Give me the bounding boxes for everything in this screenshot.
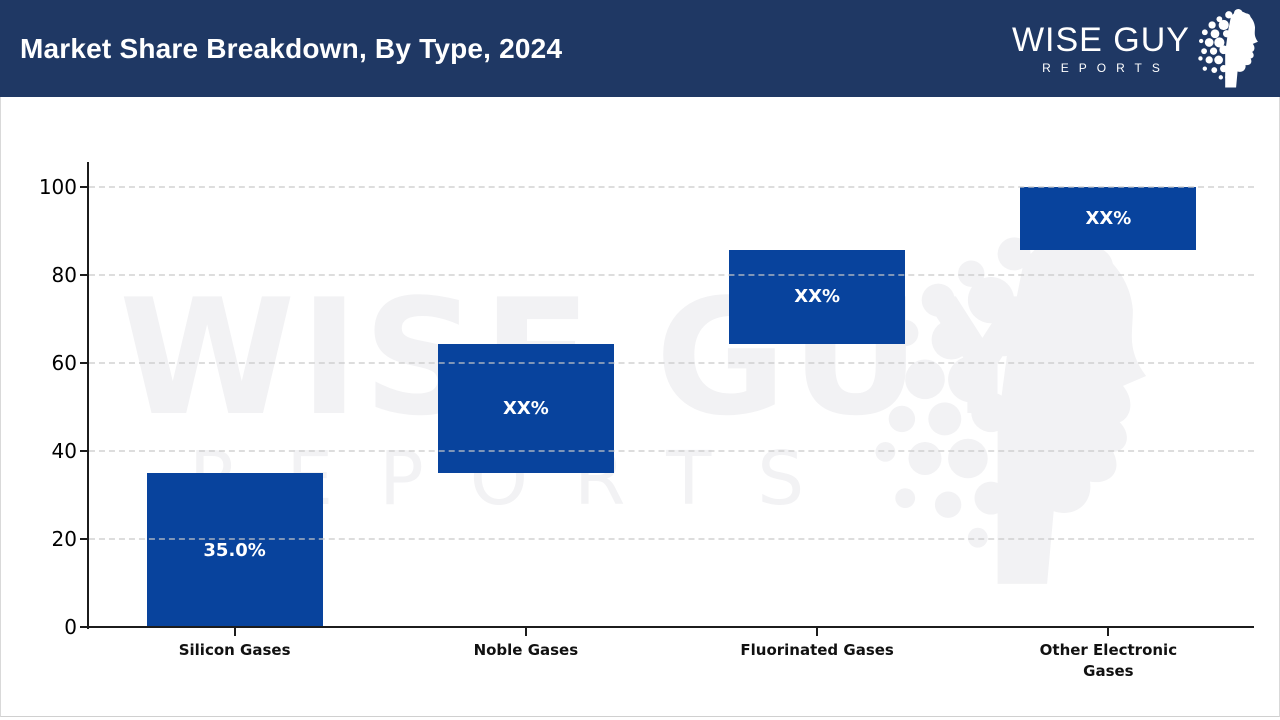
y-tick-label: 20: [51, 527, 77, 551]
x-tick-mark: [1107, 627, 1110, 636]
x-axis-line: [87, 626, 1254, 628]
y-tick-label: 40: [51, 439, 77, 463]
bar-segment: 35.0%: [146, 473, 323, 627]
category-tick-label: Noble Gases: [473, 641, 579, 659]
gridline: [89, 538, 1254, 540]
y-tick-mark: [80, 362, 89, 364]
y-tick-mark: [80, 186, 89, 188]
brand-head-icon: [1194, 9, 1268, 89]
bar-value-label: XX%: [794, 286, 841, 308]
y-tick-mark: [80, 274, 89, 276]
brand-name: WISE GUY: [1011, 21, 1190, 60]
y-tick-mark: [80, 538, 89, 540]
x-tick-mark: [233, 627, 236, 636]
y-tick-label: 80: [51, 263, 77, 287]
brand-subname: REPORTS: [1042, 60, 1170, 75]
gridline: [89, 362, 1254, 364]
y-tick-mark: [80, 450, 89, 452]
x-tick-mark: [524, 627, 527, 636]
bar-value-label: XX%: [1085, 207, 1132, 229]
category-tick-label: Fluorinated Gases: [740, 641, 894, 659]
header-bar: Market Share Breakdown, By Type, 2024 WI…: [0, 0, 1280, 97]
category-tick-label: Silicon Gases: [178, 641, 291, 659]
bar-segment: XX%: [1020, 187, 1197, 250]
page-title: Market Share Breakdown, By Type, 2024: [20, 32, 563, 64]
brand-logo-text: WISE GUY REPORTS: [1011, 21, 1190, 75]
y-tick-label: 60: [51, 351, 77, 375]
bottom-margin: [0, 717, 1280, 720]
y-tick-label: 0: [64, 615, 77, 639]
y-tick-mark: [80, 626, 89, 628]
y-tick-label: 100: [38, 175, 77, 199]
gridline: [89, 186, 1254, 188]
gridline: [89, 450, 1254, 452]
bar-segment: XX%: [729, 249, 906, 345]
brand-logo: WISE GUY REPORTS: [1012, 8, 1268, 90]
chart-canvas: WISE GUY REPORTS 35.0% Silicon Gases XX% No…: [0, 97, 1280, 717]
bar-value-label: XX%: [502, 398, 549, 420]
plot-region: 35.0% Silicon Gases XX% Noble Gases XX% Fluor…: [1, 97, 1279, 716]
bar-value-label: 35.0%: [203, 539, 266, 561]
x-tick-mark: [816, 627, 819, 636]
category-tick-label: Other Electronic Gases: [1039, 641, 1178, 680]
y-axis-line: [87, 162, 89, 629]
gridline: [89, 274, 1254, 276]
